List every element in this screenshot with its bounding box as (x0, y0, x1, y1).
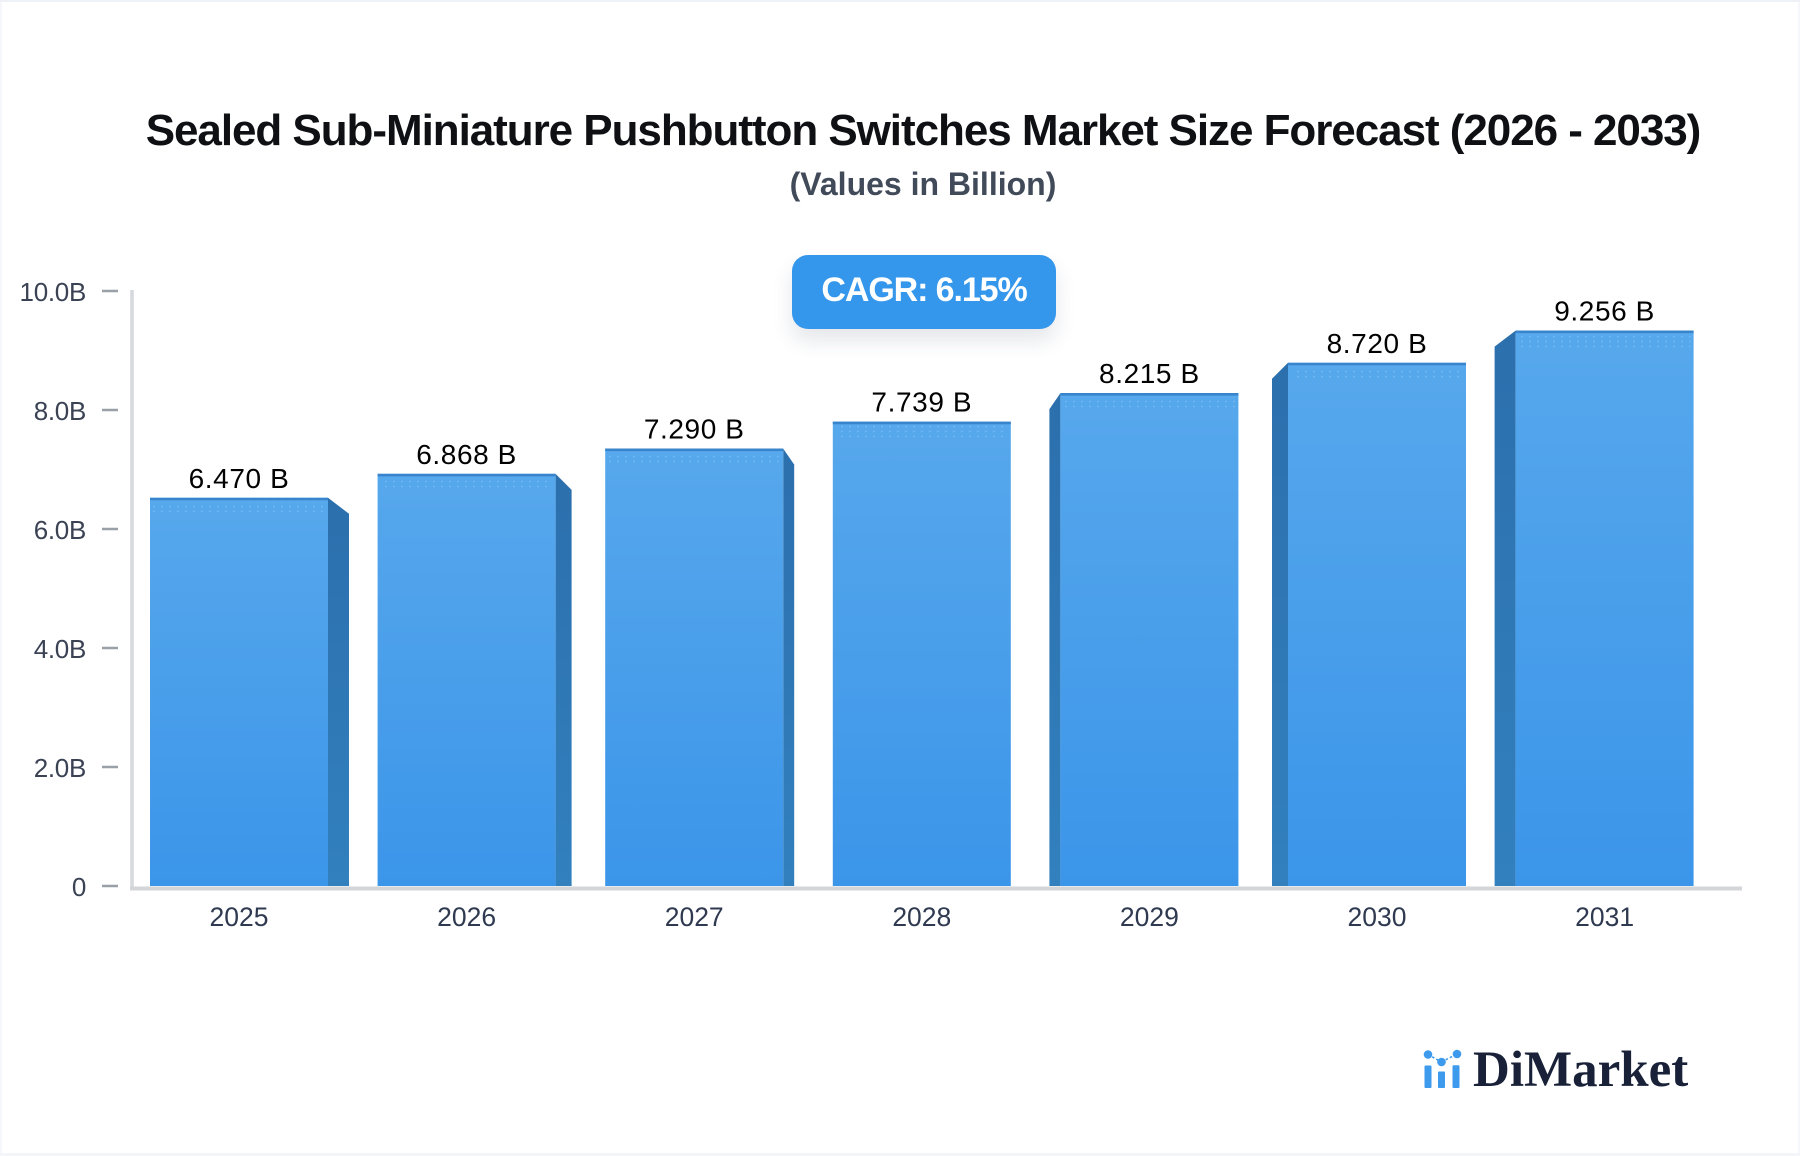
svg-text:6.470 B: 6.470 B (189, 463, 290, 494)
svg-text:2025: 2025 (210, 902, 269, 932)
svg-text:8.720 B: 8.720 B (1327, 328, 1428, 359)
svg-text:2029: 2029 (1120, 902, 1179, 932)
svg-text:8.0B: 8.0B (34, 396, 86, 426)
svg-text:6.0B: 6.0B (34, 515, 86, 545)
svg-text:2031: 2031 (1575, 902, 1634, 932)
svg-text:8.215 B: 8.215 B (1099, 358, 1200, 389)
svg-text:2027: 2027 (665, 902, 724, 932)
svg-text:2028: 2028 (892, 902, 951, 932)
svg-text:7.290 B: 7.290 B (644, 414, 745, 445)
svg-text:4.0B: 4.0B (34, 634, 86, 664)
svg-text:7.739 B: 7.739 B (871, 387, 972, 418)
svg-text:0: 0 (72, 872, 86, 902)
svg-text:2026: 2026 (437, 902, 496, 932)
svg-text:6.868 B: 6.868 B (416, 439, 517, 470)
svg-text:9.256 B: 9.256 B (1554, 296, 1655, 327)
svg-text:2.0B: 2.0B (34, 753, 86, 783)
svg-text:2030: 2030 (1348, 902, 1407, 932)
svg-text:10.0B: 10.0B (20, 277, 86, 307)
